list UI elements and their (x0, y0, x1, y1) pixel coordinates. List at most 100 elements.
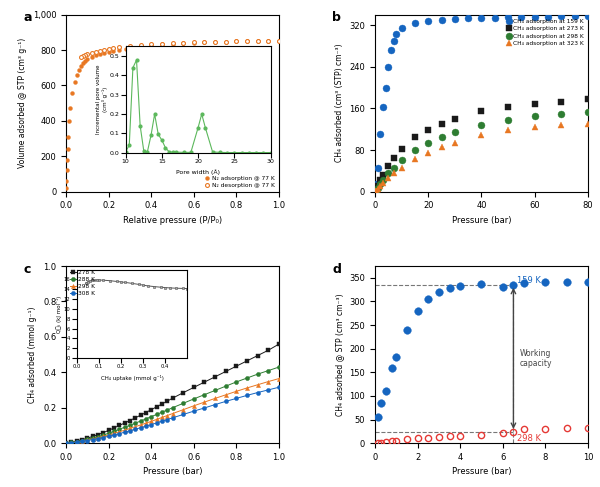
288 K (244, 375, 251, 381)
278 K (201, 379, 208, 385)
N₂ adsorption @ 77 K (201, 39, 208, 45)
N₂ desorption @ 77 K (109, 45, 116, 51)
CH₄ adsorption at 323 K (373, 187, 380, 193)
298 K (84, 437, 91, 443)
CH₄ adsorption at 273 K (438, 121, 445, 127)
N₂ adsorption @ 77 K (254, 38, 262, 44)
CH₄ adsorption at 273 K (398, 146, 405, 152)
N₂ desorption @ 77 K (212, 39, 219, 45)
CH₄ adsorption at 159 K (438, 17, 445, 23)
CH₄ adsorption at 273 K (584, 96, 592, 102)
CH₄ adsorption at 298 K (531, 112, 538, 118)
N₂ desorption @ 77 K (82, 52, 89, 58)
CH₄ adsorption at 323 K (371, 188, 379, 194)
Legend: N₂ adsorption @ 77 K, N₂ desorption @ 77 K: N₂ adsorption @ 77 K, N₂ desorption @ 77… (203, 174, 276, 189)
288 K (265, 368, 272, 374)
CH₄ adsorption at 159 K (374, 166, 381, 171)
288 K (169, 405, 176, 411)
308 K (164, 417, 171, 423)
N₂ adsorption @ 77 K (222, 38, 229, 44)
308 K (142, 423, 149, 429)
Text: d: d (332, 262, 341, 276)
CH₄ adsorption at 159 K (558, 13, 565, 19)
278 K (127, 417, 134, 423)
Line: 298 K: 298 K (64, 376, 281, 445)
308 K (137, 425, 144, 431)
298 K (137, 422, 144, 428)
CH₄ adsorption at 159 K (505, 14, 512, 20)
CH₄ adsorption at 159 K (377, 131, 384, 137)
N₂ desorption @ 77 K (158, 41, 166, 47)
N₂ adsorption @ 77 K (65, 134, 72, 140)
298 K (79, 438, 86, 444)
Text: c: c (23, 262, 31, 276)
CH₄ adsorption at 159 K (478, 15, 485, 20)
288 K (148, 413, 155, 419)
X-axis label: Pressure (bar): Pressure (bar) (452, 468, 511, 476)
308 K (121, 429, 128, 435)
278 K (153, 404, 160, 410)
N₂ adsorption @ 77 K (69, 90, 76, 95)
N₂ desorption @ 77 K (169, 40, 176, 46)
CH₄ adsorption at 273 K (451, 116, 458, 122)
278 K (62, 440, 70, 446)
N₂ adsorption @ 77 K (73, 72, 80, 78)
288 K (212, 388, 219, 393)
N₂ adsorption @ 77 K (137, 43, 144, 49)
N₂ adsorption @ 77 K (64, 157, 71, 163)
288 K (164, 407, 171, 413)
298 K (94, 435, 101, 441)
CH₄ adsorption at 159 K (392, 32, 400, 37)
CH₄ adsorption at 273 K (373, 186, 380, 192)
CH₄ adsorption at 323 K (451, 140, 458, 146)
298 K (73, 439, 80, 445)
CH₄ adsorption at 323 K (411, 156, 418, 162)
CH₄ adsorption at 273 K (385, 163, 392, 169)
278 K (169, 395, 176, 401)
278 K (68, 439, 75, 445)
288 K (68, 440, 75, 446)
288 K (116, 427, 123, 432)
288 K (190, 396, 197, 402)
278 K (105, 428, 112, 433)
308 K (110, 432, 118, 438)
288 K (89, 435, 96, 441)
CH₄ adsorption at 298 K (451, 129, 458, 135)
CH₄ adsorption at 323 K (505, 127, 512, 133)
CH₄ adsorption at 323 K (478, 132, 485, 138)
308 K (84, 438, 91, 444)
N₂ adsorption @ 77 K (63, 178, 70, 184)
N₂ adsorption @ 77 K (105, 49, 112, 55)
CH₄ adsorption at 323 K (584, 121, 592, 127)
308 K (79, 438, 86, 444)
288 K (100, 432, 107, 438)
CH₄ adsorption at 159 K (382, 85, 389, 91)
Line: 308 K: 308 K (64, 385, 281, 445)
298 K (62, 440, 70, 446)
308 K (153, 420, 160, 426)
308 K (222, 398, 229, 404)
N₂ adsorption @ 77 K (101, 50, 108, 56)
288 K (84, 436, 91, 442)
CH₄ adsorption at 159 K (379, 104, 386, 110)
308 K (68, 440, 75, 446)
298 K (153, 416, 160, 422)
N₂ adsorption @ 77 K (64, 146, 71, 152)
N₂ desorption @ 77 K (116, 44, 123, 50)
298 K (201, 399, 208, 405)
CH₄ adsorption at 159 K (491, 15, 499, 20)
N₂ adsorption @ 77 K (158, 41, 166, 47)
X-axis label: Pressure (bar): Pressure (bar) (143, 468, 202, 476)
278 K (131, 415, 139, 421)
N₂ desorption @ 77 K (265, 38, 272, 44)
N₂ adsorption @ 77 K (65, 118, 73, 124)
CH₄ adsorption at 323 K (438, 145, 445, 150)
278 K (164, 398, 171, 404)
288 K (62, 440, 70, 446)
278 K (79, 437, 86, 443)
298 K (265, 378, 272, 384)
CH₄ adsorption at 323 K (390, 170, 397, 176)
N₂ adsorption @ 77 K (77, 63, 85, 69)
278 K (244, 358, 251, 364)
CH₄ adsorption at 159 K (372, 185, 379, 190)
